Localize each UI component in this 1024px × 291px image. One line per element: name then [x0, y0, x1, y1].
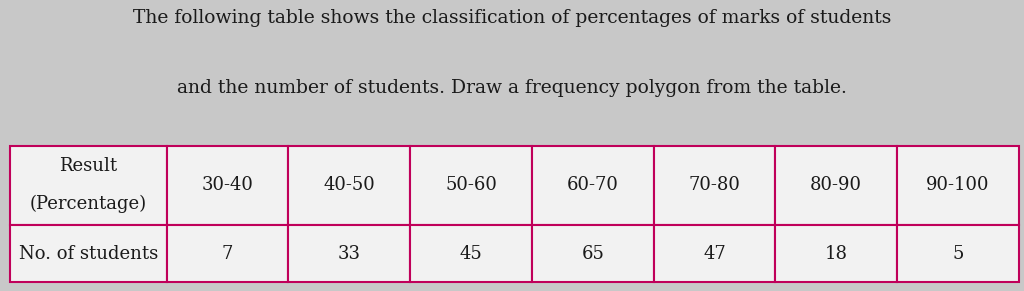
Text: 70-80: 70-80	[688, 176, 740, 194]
Text: 7: 7	[222, 244, 233, 262]
Bar	[410, 146, 531, 225]
Bar	[897, 225, 1019, 282]
Text: 18: 18	[824, 244, 848, 262]
Text: 80-90: 80-90	[810, 176, 862, 194]
Bar	[289, 225, 410, 282]
Bar	[531, 225, 653, 282]
Text: 60-70: 60-70	[567, 176, 618, 194]
Bar	[531, 146, 653, 225]
Text: No. of students: No. of students	[18, 244, 158, 262]
Text: 65: 65	[582, 244, 604, 262]
Text: 40-50: 40-50	[324, 176, 375, 194]
Bar	[653, 146, 775, 225]
Text: 5: 5	[952, 244, 964, 262]
Text: 50-60: 50-60	[445, 176, 497, 194]
Bar	[775, 225, 897, 282]
Bar	[897, 146, 1019, 225]
Bar	[167, 225, 289, 282]
Bar	[10, 146, 167, 225]
Bar	[775, 146, 897, 225]
Bar	[289, 146, 410, 225]
Text: Result: Result	[59, 157, 118, 175]
Bar	[10, 225, 167, 282]
Bar	[653, 225, 775, 282]
Text: 33: 33	[338, 244, 360, 262]
Bar	[410, 225, 531, 282]
Text: and the number of students. Draw a frequency polygon from the table.: and the number of students. Draw a frequ…	[177, 79, 847, 97]
Text: The following table shows the classification of percentages of marks of students: The following table shows the classifica…	[133, 9, 891, 27]
Text: 90-100: 90-100	[927, 176, 990, 194]
Text: (Percentage): (Percentage)	[30, 195, 147, 213]
Bar	[167, 146, 289, 225]
Text: 30-40: 30-40	[202, 176, 253, 194]
Text: 47: 47	[703, 244, 726, 262]
Text: 45: 45	[460, 244, 482, 262]
